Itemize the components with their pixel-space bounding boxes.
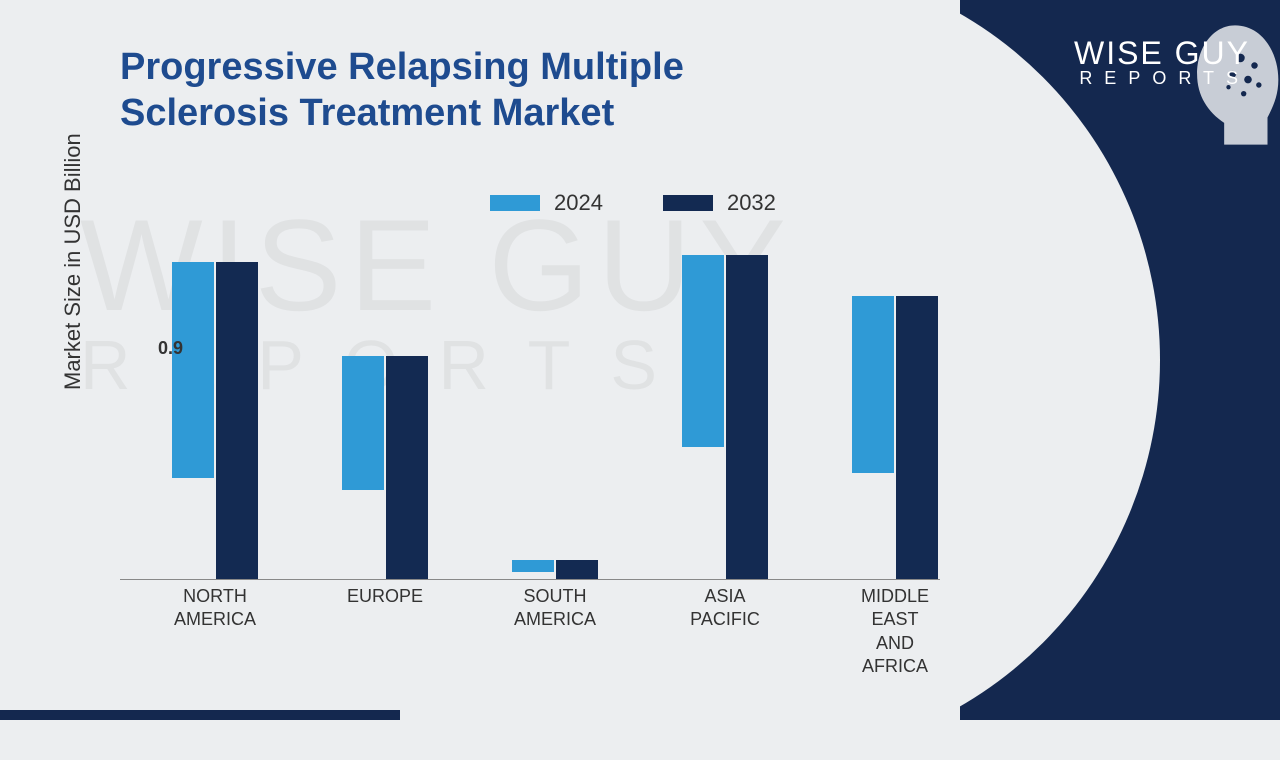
bar <box>386 356 428 579</box>
legend-label-2032: 2032 <box>727 190 776 216</box>
bar-group <box>670 255 780 579</box>
chart-title: Progressive Relapsing Multiple Sclerosis… <box>120 45 760 136</box>
legend-swatch-2032 <box>663 195 713 211</box>
bar-group <box>330 356 440 579</box>
legend: 2024 2032 <box>490 190 776 216</box>
x-axis-label: SOUTHAMERICA <box>490 585 620 632</box>
bar <box>682 255 724 447</box>
bar <box>852 296 894 474</box>
bar <box>172 262 214 478</box>
legend-item-2032: 2032 <box>663 190 776 216</box>
bar <box>896 296 938 579</box>
chart-area: Market Size in USD Billion 0.9 NORTHAMER… <box>70 170 950 670</box>
bar <box>556 560 598 579</box>
bar-value-label: 0.9 <box>158 338 183 359</box>
legend-swatch-2024 <box>490 195 540 211</box>
bar <box>512 560 554 572</box>
bar <box>726 255 768 579</box>
x-axis-label: ASIAPACIFIC <box>660 585 790 632</box>
bar-group <box>160 262 270 579</box>
x-axis-label: EUROPE <box>320 585 450 608</box>
brand-top: WISE GUY <box>1074 35 1250 71</box>
x-axis-label: MIDDLEEASTANDAFRICA <box>830 585 960 679</box>
bar <box>342 356 384 490</box>
y-axis-label: Market Size in USD Billion <box>60 133 86 390</box>
bar-group <box>840 296 950 579</box>
bottom-accent-bar <box>0 710 400 720</box>
x-axis-label: NORTHAMERICA <box>150 585 280 632</box>
brand-logo: WISE GUY REPORTS <box>1074 35 1250 89</box>
bar <box>216 262 258 579</box>
legend-label-2024: 2024 <box>554 190 603 216</box>
bar-group <box>500 560 610 579</box>
legend-item-2024: 2024 <box>490 190 603 216</box>
brand-bottom: REPORTS <box>1074 68 1250 89</box>
plot: 0.9 <box>120 220 940 580</box>
